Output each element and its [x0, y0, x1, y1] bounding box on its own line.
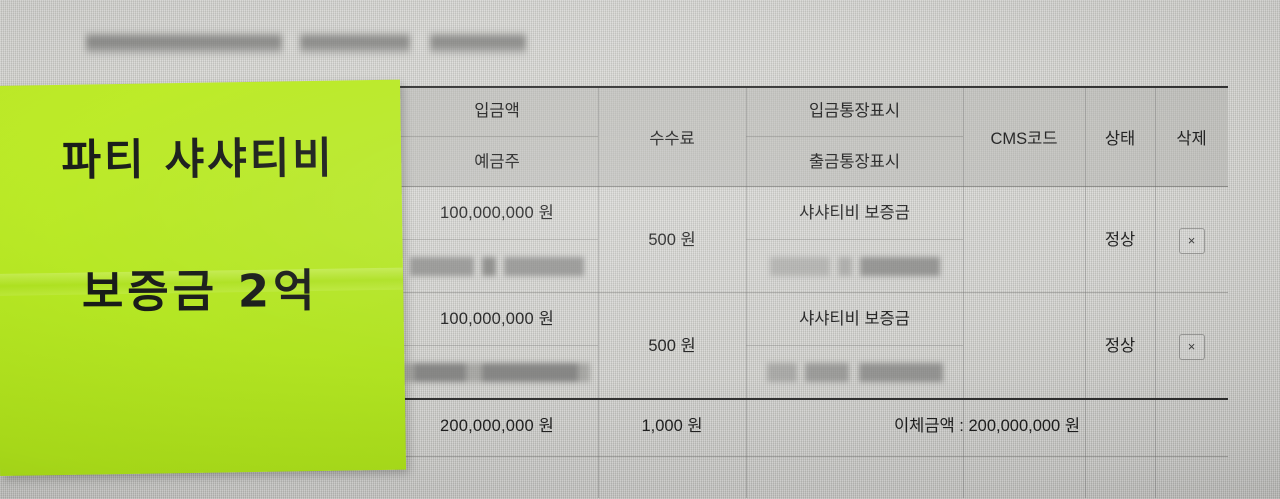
- cell-deposit-memo: 샤샤티비 보증금: [746, 292, 963, 346]
- column-header-amount[interactable]: 입금액 예금주: [396, 86, 598, 187]
- cell-deposit-memo: 샤샤티비 보증금: [746, 187, 963, 240]
- cell-amount: 100,000,000 원: [396, 187, 598, 240]
- redacted-account-holder: [404, 363, 590, 383]
- cell-withdraw-memo: [746, 346, 963, 399]
- column-divider-5: [1155, 86, 1156, 498]
- table-header: 입금액 예금주 수수료 입금통장표시 출금통장표시 CMS코드 상태 삭제: [396, 86, 1228, 187]
- column-header-withdraw-memo-label: 출금통장표시: [808, 153, 901, 171]
- column-header-account-holder-label: 예금주: [474, 153, 520, 171]
- cell-withdraw-memo: [746, 240, 963, 293]
- column-header-cms-code[interactable]: CMS코드: [963, 86, 1085, 187]
- redacted-withdraw-memo: [766, 363, 943, 383]
- table-header-bottom-border: [396, 186, 1228, 187]
- redacted-account-holder: [408, 257, 586, 277]
- sticky-note-line-2: 보증금 2억: [81, 264, 319, 319]
- sticky-note-line-1: 파티 샤샤티비: [61, 133, 336, 186]
- sticky-note: 파티 샤샤티비 보증금 2억: [0, 79, 407, 476]
- column-divider-2: [746, 86, 747, 498]
- totals-top-border: [396, 398, 1228, 400]
- cell-total-fee: 1,000 원: [641, 417, 703, 435]
- cell-fee: 500 원: [648, 230, 696, 249]
- cell-total-amount: 200,000,000 원: [439, 417, 555, 435]
- column-header-deposit-memo-label: 입금통장표시: [746, 86, 963, 137]
- table-row[interactable]: 100,000,000 원 500 원 샤샤티비 보증금 정상 ×: [396, 292, 1228, 360]
- totals-bottom-border: [396, 456, 1228, 457]
- transfer-table: 입금액 예금주 수수료 입금통장표시 출금통장표시 CMS코드 상태 삭제: [396, 86, 1228, 454]
- table-body: 100,000,000 원 500 원 샤샤티비 보증금 정상 ×: [396, 187, 1228, 398]
- column-header-status[interactable]: 상태: [1085, 86, 1155, 187]
- column-header-amount-label: 입금액: [396, 86, 598, 137]
- column-header-fee[interactable]: 수수료: [598, 86, 746, 187]
- column-header-delete[interactable]: 삭제: [1155, 86, 1228, 187]
- cell-amount: 100,000,000 원: [396, 292, 598, 346]
- totals-row: 200,000,000 원 1,000 원 이체금액 : 200,000,000…: [396, 398, 1228, 454]
- redacted-title-bar: [86, 30, 526, 58]
- transfer-table-container: 입금액 예금주 수수료 입금통장표시 출금통장표시 CMS코드 상태 삭제: [396, 86, 1228, 498]
- cell-account-holder: [396, 240, 598, 293]
- transfer-total-label: 이체금액 : 200,000,000 원: [894, 417, 1080, 435]
- table-row[interactable]: 100,000,000 원 500 원 샤샤티비 보증금 정상 ×: [396, 187, 1228, 254]
- column-divider-1: [598, 86, 599, 498]
- row-separator: [396, 292, 1228, 293]
- redacted-title-block-1: [86, 33, 282, 54]
- cell-cms-code: [963, 187, 1085, 292]
- cell-delete[interactable]: ×: [1155, 293, 1228, 399]
- column-header-memo[interactable]: 입금통장표시 출금통장표시: [746, 86, 963, 187]
- column-divider-3: [963, 86, 964, 498]
- delete-row-button[interactable]: ×: [1178, 333, 1205, 360]
- table-row-secondary[interactable]: [396, 240, 1228, 293]
- cell-fee: 500 원: [648, 336, 696, 355]
- cell-delete[interactable]: ×: [1155, 187, 1228, 292]
- cell-status: 정상: [1104, 336, 1136, 355]
- redacted-title-block-3: [430, 33, 526, 54]
- column-divider-4: [1085, 86, 1086, 498]
- table-footer: 200,000,000 원 1,000 원 이체금액 : 200,000,000…: [396, 398, 1228, 454]
- redacted-withdraw-memo: [769, 257, 940, 277]
- delete-row-button[interactable]: ×: [1178, 227, 1205, 254]
- redacted-title-block-2: [300, 33, 410, 54]
- cell-account-holder: [396, 346, 598, 399]
- table-top-border: [396, 86, 1228, 88]
- cell-status: 정상: [1104, 230, 1136, 249]
- table-row-secondary[interactable]: [396, 346, 1228, 399]
- cell-cms-code: [963, 293, 1085, 399]
